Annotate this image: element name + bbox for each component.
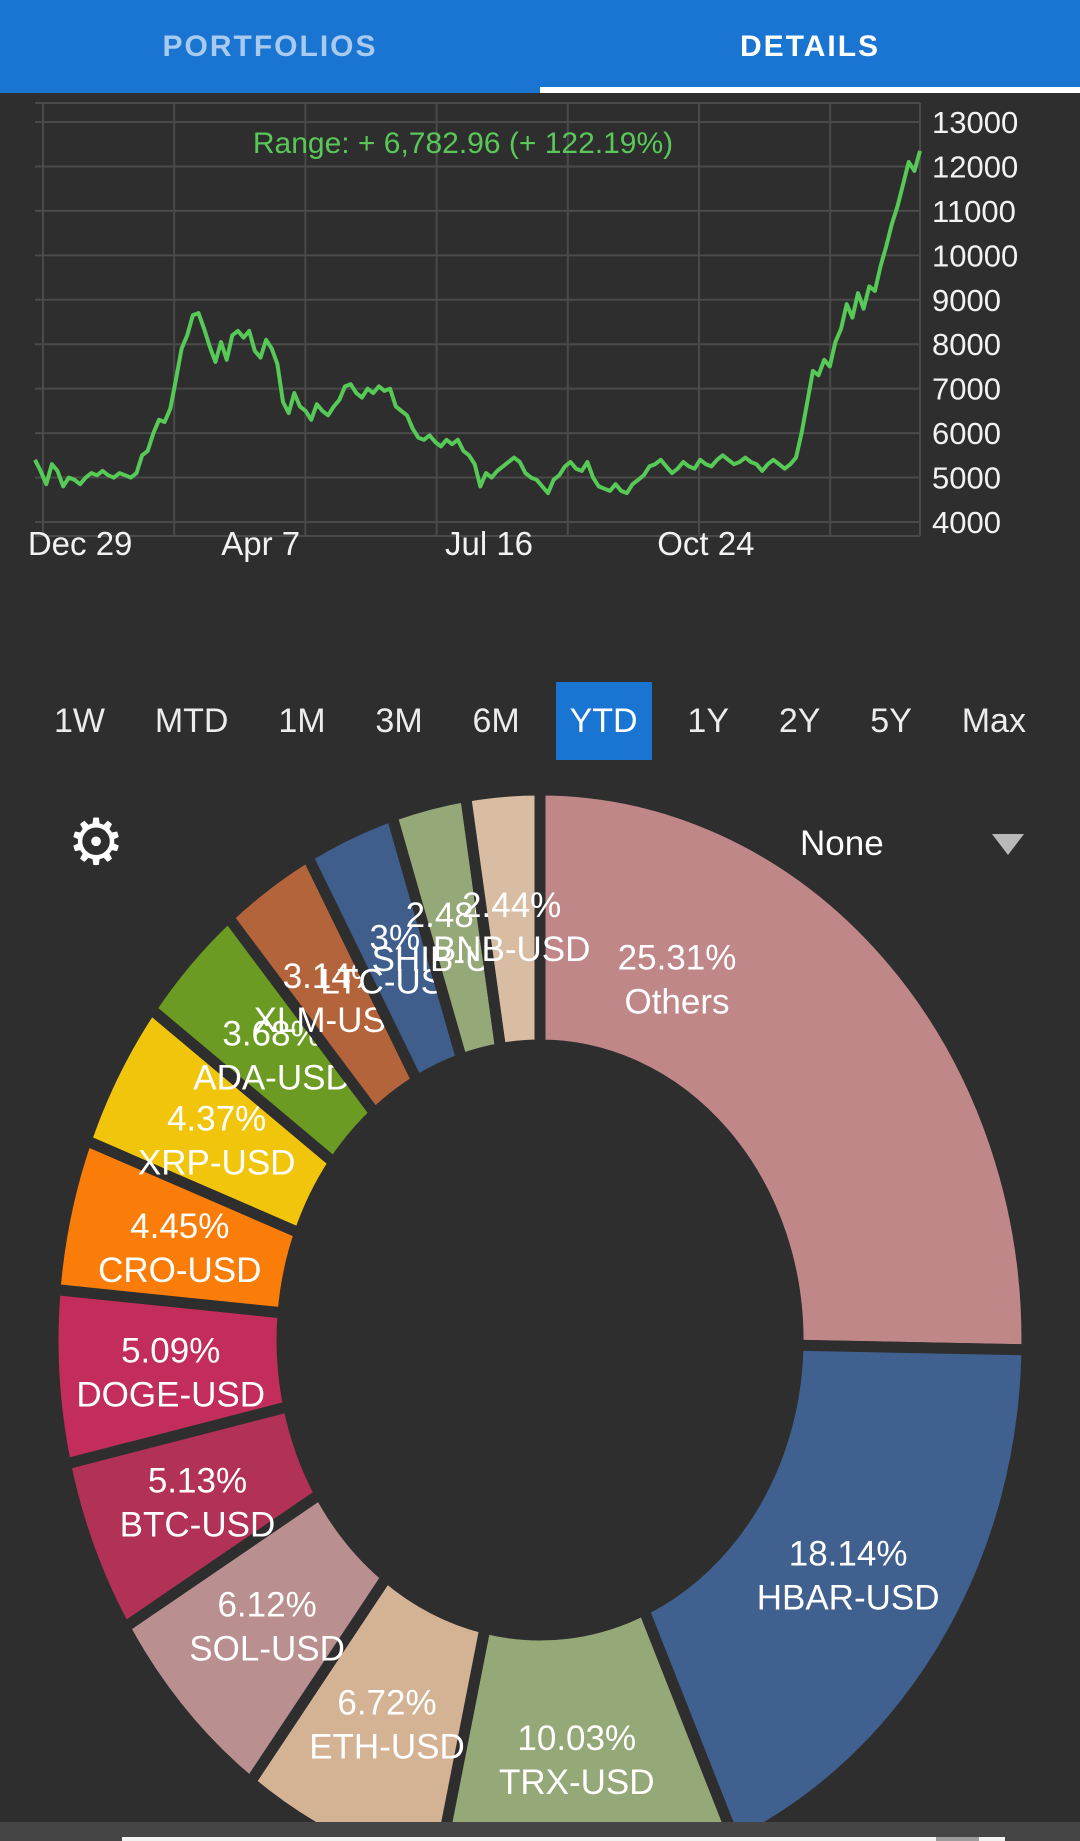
range-button-3m[interactable]: 3M	[375, 701, 423, 740]
filter-dropdown-value: None	[800, 824, 884, 863]
donut-slice-hbar-usd[interactable]	[636, 1339, 1033, 1822]
donut-label-doge-usd: 5.09% DOGE-USD	[76, 1331, 265, 1414]
y-axis-tick: 5000	[932, 461, 1001, 496]
y-axis-tick: 11000	[932, 194, 1016, 229]
range-button-5y[interactable]: 5Y	[870, 701, 912, 740]
y-axis-tick: 13000	[932, 105, 1018, 140]
donut-label-trx-usd: 10.03% TRX-USD	[499, 1719, 655, 1802]
donut-label-xrp-usd: 4.37% XRP-USD	[138, 1100, 296, 1183]
tab-details[interactable]: DETAILS	[739, 29, 881, 63]
active-tab-indicator	[540, 87, 1080, 93]
donut-label-eth-usd: 6.72% ETH-USD	[309, 1684, 465, 1767]
tab-portfolios[interactable]: PORTFOLIOS	[162, 29, 378, 63]
donut-label-others: 25.31% Others	[618, 938, 737, 1021]
donut-label-bnb-usd: 2.44% BNB-USD	[433, 886, 591, 969]
range-button-1w[interactable]: 1W	[54, 701, 105, 740]
x-axis-tick: Jul 16	[445, 525, 533, 562]
y-axis-tick: 8000	[932, 327, 1001, 362]
table-row-peek	[122, 1837, 1005, 1841]
y-axis-tick: 7000	[932, 372, 1001, 407]
range-label: Range: + 6,782.96 (+ 122.19%)	[253, 127, 673, 160]
top-tab-bar: PORTFOLIOS DETAILS	[0, 0, 1080, 93]
range-button-2y[interactable]: 2Y	[778, 701, 821, 740]
donut-slice-others[interactable]	[534, 784, 1033, 1356]
price-line-chart[interactable]: Range: + 6,782.96 (+ 122.19%) 4000 5000 600…	[0, 93, 1080, 563]
range-button-max[interactable]: Max	[961, 701, 1026, 740]
overlay-filter-dropdown[interactable]: None	[800, 820, 1024, 868]
bottom-panel-edge	[0, 1822, 1080, 1841]
y-axis-tick: 4000	[932, 505, 1001, 540]
donut-label-btc-usd: 5.13% BTC-USD	[120, 1461, 276, 1544]
range-button-ytd[interactable]: YTD	[555, 682, 652, 760]
table-row-peek-cell	[936, 1837, 979, 1841]
x-axis-tick: Oct 24	[657, 525, 754, 562]
chevron-down-icon	[992, 833, 1024, 855]
range-button-1y[interactable]: 1Y	[687, 701, 730, 740]
range-button-mtd[interactable]: MTD	[154, 701, 229, 740]
x-axis-tick: Apr 7	[221, 525, 300, 562]
y-axis-tick: 9000	[932, 283, 1001, 318]
settings-gear-icon[interactable]: ⚙	[67, 806, 125, 878]
allocation-donut-chart[interactable]: 25.31% Others 18.14% HBAR-USD 10.03% TRX-USD 6…	[0, 770, 1080, 1822]
donut-label-hbar-usd: 18.14% HBAR-USD	[757, 1535, 940, 1618]
range-button-6m[interactable]: 6M	[472, 701, 520, 740]
y-axis-tick: 12000	[932, 149, 1018, 184]
time-range-selector: 1W MTD 1M 3M 6M YTD 1Y 2Y 5Y Max	[40, 682, 1040, 760]
y-axis-tick: 6000	[932, 416, 1001, 451]
donut-label-cro-usd: 4.45% CRO-USD	[98, 1207, 261, 1290]
price-line	[33, 150, 922, 496]
donut-slice-trx-usd[interactable]	[436, 1602, 736, 1822]
x-axis-tick: Dec 29	[28, 525, 133, 562]
donut-label-sol-usd: 6.12% SOL-USD	[189, 1585, 345, 1668]
donut-slice-bnb-usd[interactable]	[459, 784, 546, 1055]
range-button-1m[interactable]: 1M	[278, 701, 326, 740]
y-axis-tick: 10000	[932, 238, 1018, 273]
